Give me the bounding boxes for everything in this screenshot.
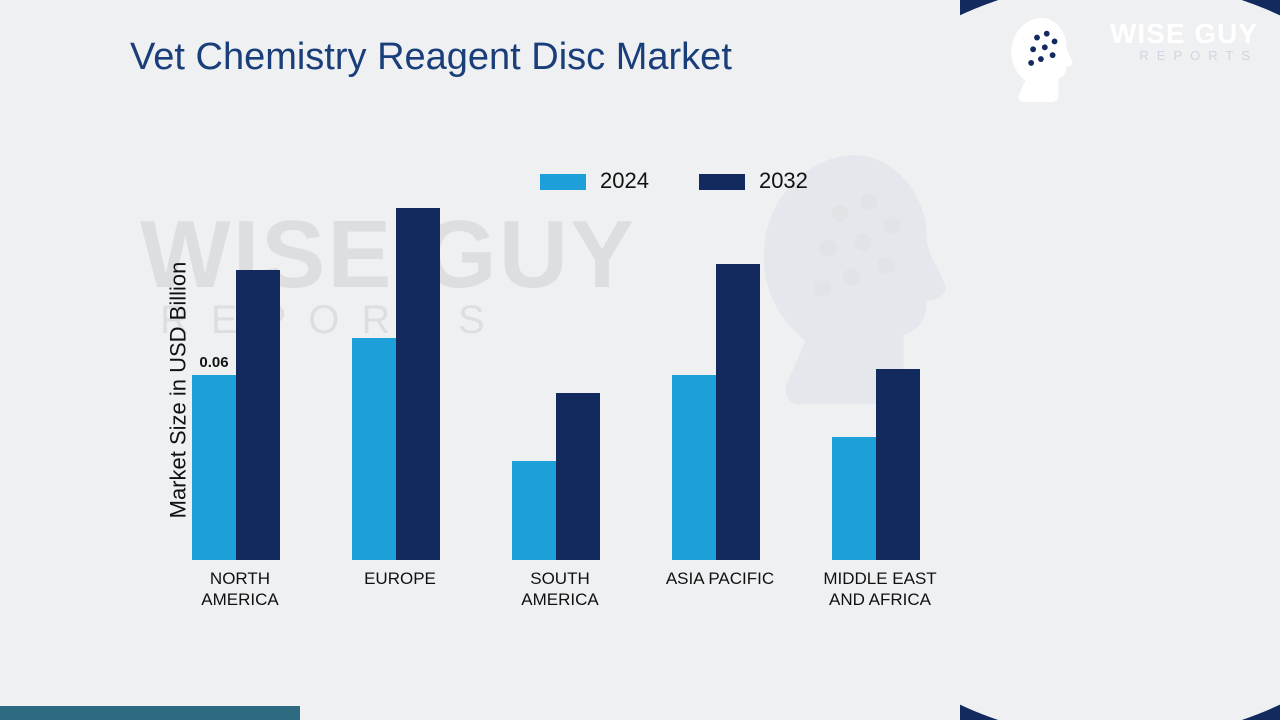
category-label: MIDDLE EAST AND AFRICA xyxy=(810,560,950,611)
brand-logo-line1: WISE GUY xyxy=(1110,18,1258,50)
brand-logo-line2: REPORTS xyxy=(1110,48,1258,63)
bar-series-b xyxy=(716,264,760,560)
bar-series-a xyxy=(832,437,876,560)
category-label: ASIA PACIFIC xyxy=(650,560,790,589)
bar-series-b xyxy=(236,270,280,560)
category-label: EUROPE xyxy=(330,560,470,589)
bar-series-b xyxy=(396,208,440,560)
brand-logo: WISE GUY REPORTS xyxy=(1110,18,1258,63)
bar-series-b xyxy=(556,393,600,560)
bar-series-a xyxy=(352,338,396,560)
bar-series-a xyxy=(512,461,556,560)
brand-head-icon xyxy=(998,16,1076,104)
chart-title: Vet Chemistry Reagent Disc Market xyxy=(130,36,732,79)
bar-series-a xyxy=(672,375,716,560)
category-label: SOUTH AMERICA xyxy=(490,560,630,611)
bottom-accent-bar xyxy=(0,706,300,720)
legend-swatch-2032 xyxy=(699,174,745,190)
bar-chart: Market Size in USD Billion 0.06NORTH AME… xyxy=(100,190,930,590)
category-label: NORTH AMERICA xyxy=(170,560,310,611)
bar-series-a xyxy=(192,375,236,560)
legend-swatch-2024 xyxy=(540,174,586,190)
bar-series-b xyxy=(876,369,920,560)
bar-value-label: 0.06 xyxy=(184,354,244,371)
plot-area: 0.06NORTH AMERICAEUROPESOUTH AMERICAASIA… xyxy=(140,190,930,560)
infographic-canvas: WISE GUY REPORTS Vet Chemistry Reagent D… xyxy=(0,0,1280,720)
